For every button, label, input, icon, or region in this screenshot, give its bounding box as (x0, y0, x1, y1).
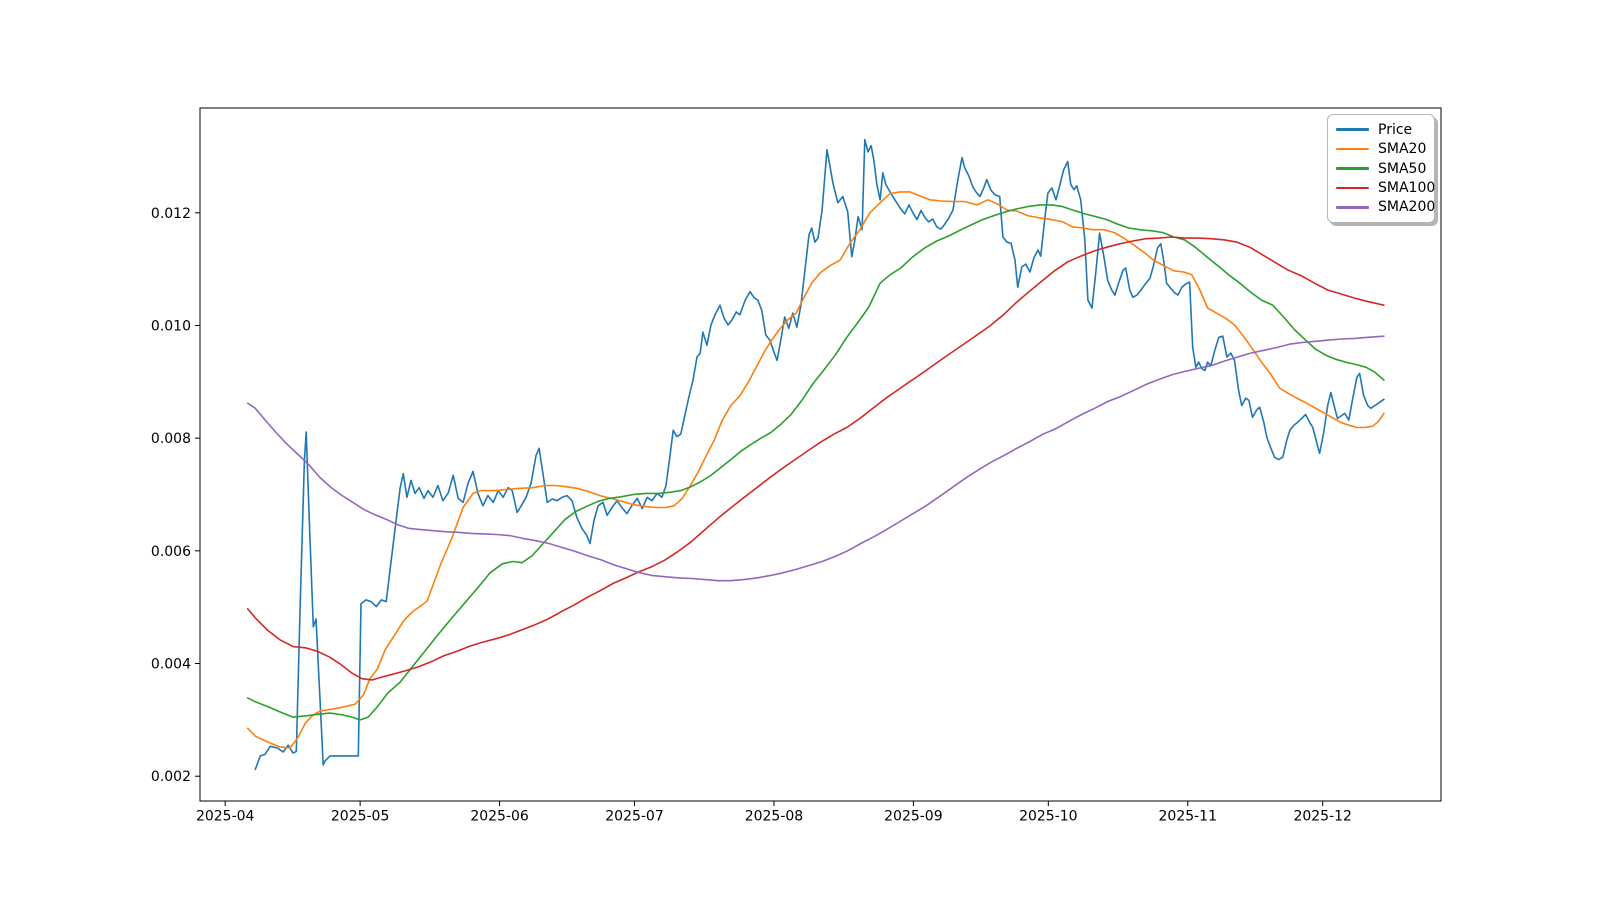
y-tick-label: 0.002 (151, 769, 191, 785)
x-tick-label: 2025-10 (1019, 809, 1078, 825)
y-tick-label: 0.006 (151, 544, 191, 560)
x-tick-label: 2025-09 (884, 809, 943, 825)
x-tick-label: 2025-06 (470, 809, 529, 825)
x-tick-label: 2025-04 (196, 809, 255, 825)
legend-line-swatch (1336, 206, 1369, 209)
legend-label: SMA200 (1378, 199, 1436, 216)
x-axis: 2025-04 2025-05 2025-06 2025-07 2025-08 2025-… (196, 801, 1352, 825)
x-tick-label: 2025-05 (331, 809, 390, 825)
series-line-sma100 (246, 236, 1385, 681)
series-line-sma20 (246, 191, 1385, 749)
y-tick-label: 0.008 (151, 431, 191, 447)
legend-item-sma200: SMA200 (1336, 198, 1435, 217)
x-tick-label: 2025-12 (1293, 809, 1352, 825)
legend-item-price: Price (1336, 120, 1424, 139)
legend-label: SMA50 (1378, 160, 1427, 177)
series-line-price (254, 138, 1385, 771)
legend-line-swatch (1336, 186, 1369, 190)
legend-label: SMA100 (1378, 179, 1436, 196)
y-axis: 0.002 0.004 0.006 0.008 0.010 0.012 (151, 206, 200, 785)
series-line-sma200 (246, 335, 1385, 582)
y-tick-label: 0.004 (151, 657, 191, 673)
y-tick-label: 0.010 (151, 318, 191, 334)
plot-border (199, 107, 1442, 802)
legend-item-sma20: SMA20 (1336, 139, 1427, 158)
legend-label: Price (1378, 121, 1413, 138)
series-lines (246, 138, 1385, 771)
x-tick-label: 2025-11 (1159, 809, 1218, 825)
legend-item-sma100: SMA100 (1336, 178, 1435, 197)
legend-item-sma50: SMA50 (1336, 159, 1427, 178)
legend-line-swatch (1336, 147, 1369, 151)
legend: Price SMA20 SMA50 SMA100 SMA200 (1327, 114, 1435, 223)
legend-line-swatch (1336, 167, 1369, 170)
legend-label: SMA20 (1378, 141, 1427, 158)
series-line-sma50 (246, 204, 1385, 721)
legend-line-swatch (1336, 128, 1369, 131)
axes-spines (199, 107, 1442, 802)
x-tick-label: 2025-08 (745, 809, 804, 825)
x-tick-label: 2025-07 (605, 809, 664, 825)
y-tick-label: 0.012 (151, 206, 191, 222)
